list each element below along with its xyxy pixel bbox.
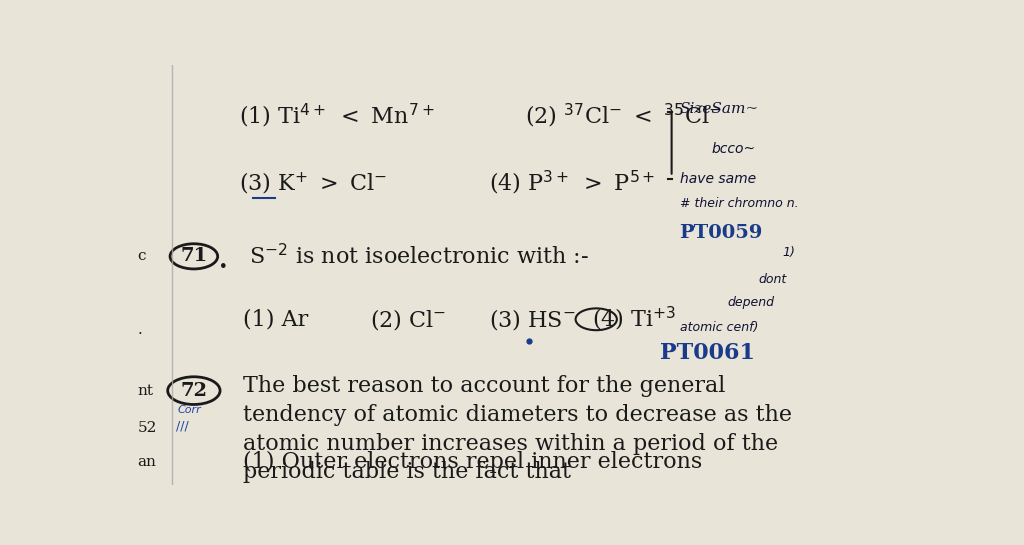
Text: S$^{-2}$ is not isoelectronic with :-: S$^{-2}$ is not isoelectronic with :- [236,244,589,269]
Text: Corr: Corr [178,404,202,415]
Text: PT0059: PT0059 [680,224,763,243]
Text: an: an [137,455,157,469]
Text: # their chromno n.: # their chromno n. [680,197,798,210]
Text: depend: depend [727,296,774,309]
Text: periodic table is the fact that: periodic table is the fact that [243,461,571,483]
Text: 71: 71 [180,247,208,265]
Text: (1) Outer electrons repel inner electrons: (1) Outer electrons repel inner electron… [243,451,702,473]
Text: (1) Ar: (1) Ar [243,308,308,330]
Text: have same: have same [680,172,756,186]
Text: (2) $^{37}$Cl$^{-}$ $<$ $^{35}$Cl$^{-}$: (2) $^{37}$Cl$^{-}$ $<$ $^{35}$Cl$^{-}$ [524,102,722,130]
Text: atomic cenf): atomic cenf) [680,321,758,334]
Text: (4) Ti$^{+3}$: (4) Ti$^{+3}$ [592,305,677,334]
Text: 1): 1) [782,246,796,259]
Text: bcco~: bcco~ [712,142,756,156]
Text: tendency of atomic diameters to decrease as the: tendency of atomic diameters to decrease… [243,404,793,426]
Text: The best reason to account for the general: The best reason to account for the gener… [243,376,725,397]
Text: dont: dont [759,273,787,286]
Text: PT0061: PT0061 [659,342,755,364]
Text: ///: /// [176,420,188,433]
Text: c: c [137,250,146,263]
Text: 52: 52 [137,421,157,435]
Text: nt: nt [137,384,154,398]
Text: .: . [137,323,142,337]
Text: (4) P$^{3+}$ $>$ P$^{5+}$: (4) P$^{3+}$ $>$ P$^{5+}$ [489,169,655,197]
Text: (1) Ti$^{4+}$ $<$ Mn$^{7+}$: (1) Ti$^{4+}$ $<$ Mn$^{7+}$ [240,102,434,130]
Text: .: . [219,249,228,272]
Text: (3) K$^{+}$ $>$ Cl$^{-}$: (3) K$^{+}$ $>$ Cl$^{-}$ [240,170,387,196]
Text: (3) HS$^{-}$: (3) HS$^{-}$ [489,307,575,332]
Text: SizeSam~: SizeSam~ [680,102,759,117]
Text: (2) Cl$^{-}$: (2) Cl$^{-}$ [370,307,446,332]
Text: atomic number increases within a period of the: atomic number increases within a period … [243,433,778,455]
Text: 72: 72 [180,382,208,399]
